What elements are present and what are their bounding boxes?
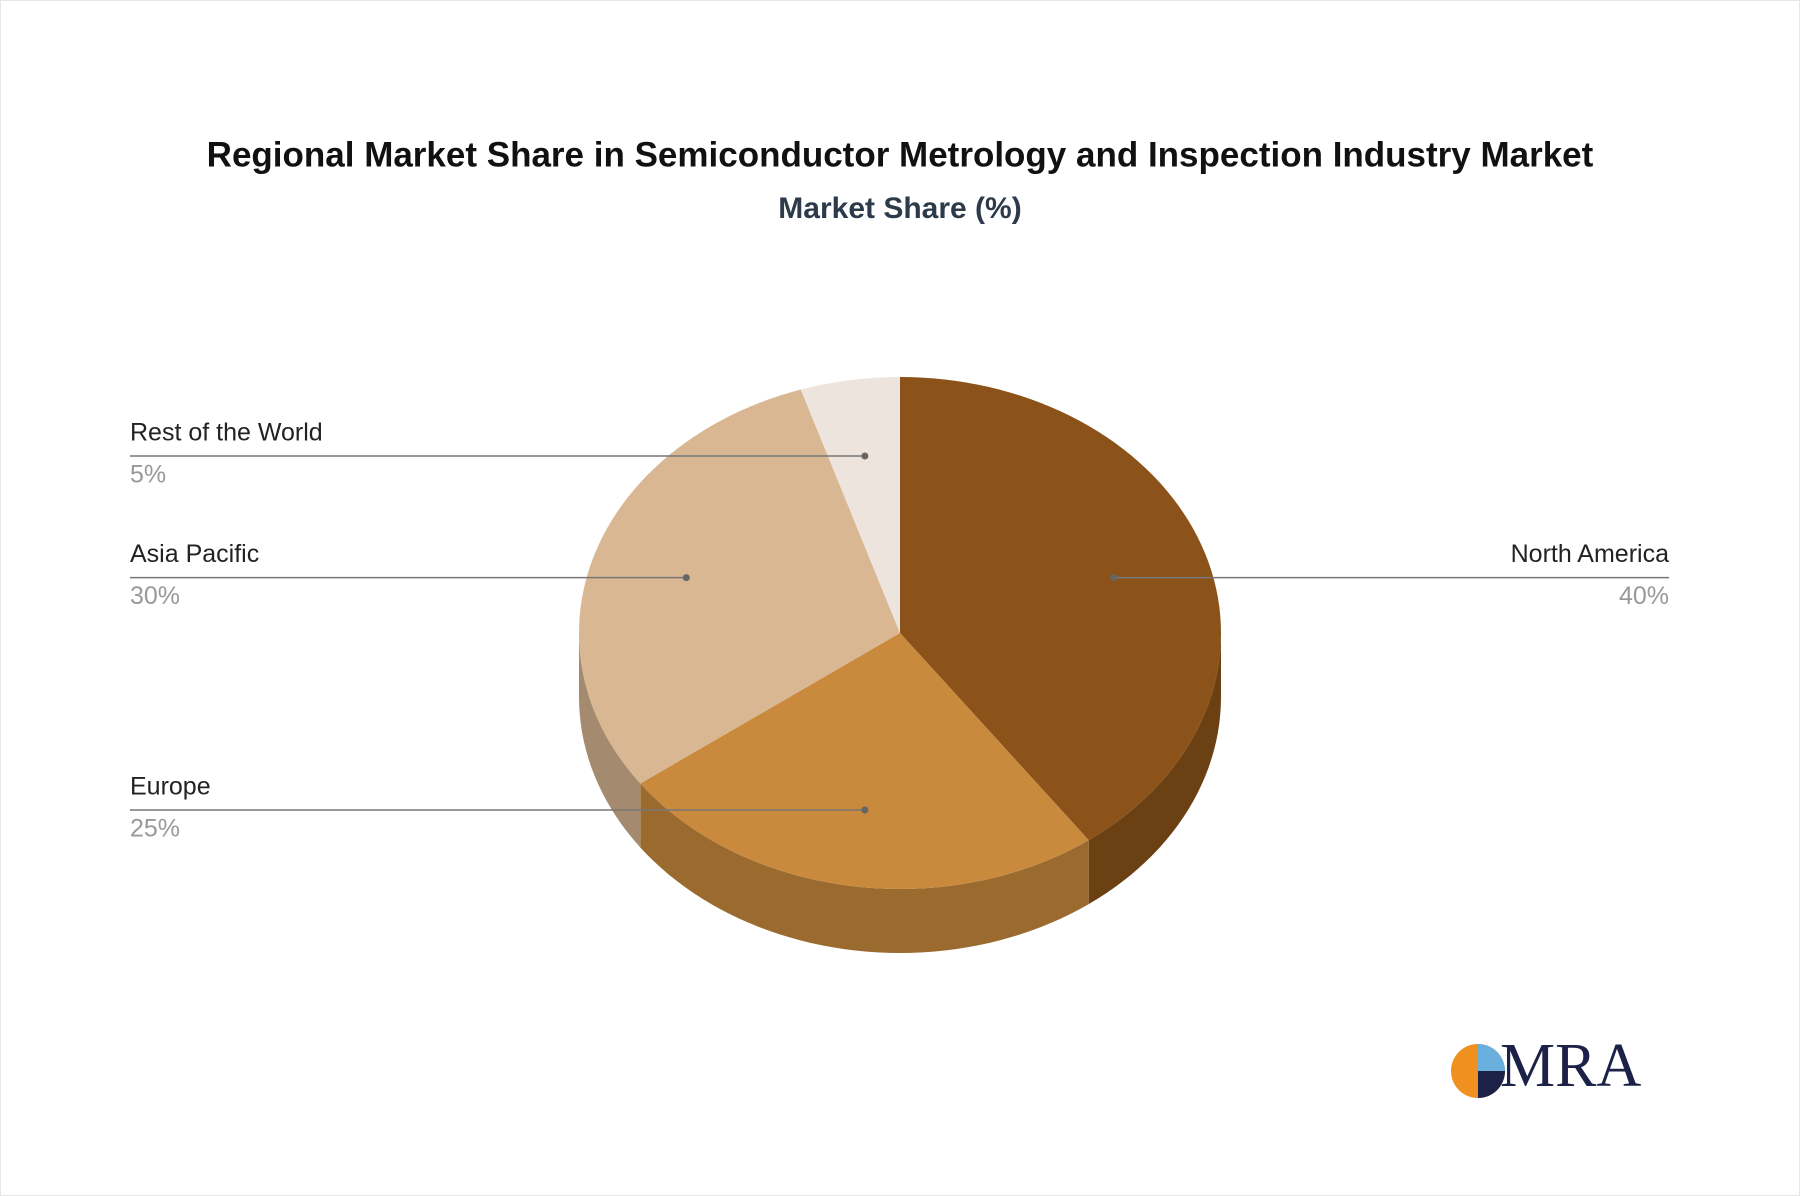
slice-side (579, 633, 641, 848)
logo-text: MRA (1500, 1032, 1641, 1100)
pie-sides (579, 633, 1221, 953)
leader-dot (861, 806, 869, 814)
slice (800, 377, 900, 633)
chart-title: Regional Market Share in Semiconductor M… (207, 135, 1594, 174)
label-name: Rest of the World (130, 419, 323, 447)
slice (579, 389, 900, 784)
leader-dot (682, 574, 690, 582)
slice-side (1088, 633, 1221, 905)
label-value: 5% (130, 461, 166, 489)
slice-side (640, 783, 1089, 953)
slice (640, 633, 1089, 889)
leader-dot (1110, 574, 1118, 582)
slice (900, 377, 1221, 841)
labels: North America 40% Europe 25% Asia Pacific 30%… (130, 419, 1669, 843)
label-value: 30% (130, 582, 180, 610)
chart-subtitle: Market Share (%) (778, 192, 1021, 225)
logo: MRA (1451, 1032, 1641, 1100)
logo-wedge (1478, 1071, 1505, 1098)
label-value: 25% (130, 815, 180, 843)
label-name: Asia Pacific (130, 540, 259, 568)
label-name: Europe (130, 773, 211, 801)
leader-dot (861, 452, 869, 460)
label-value: 40% (1619, 582, 1669, 610)
pie-tops (579, 377, 1221, 889)
logo-wedge (1478, 1044, 1505, 1071)
label-name: North America (1511, 540, 1669, 568)
